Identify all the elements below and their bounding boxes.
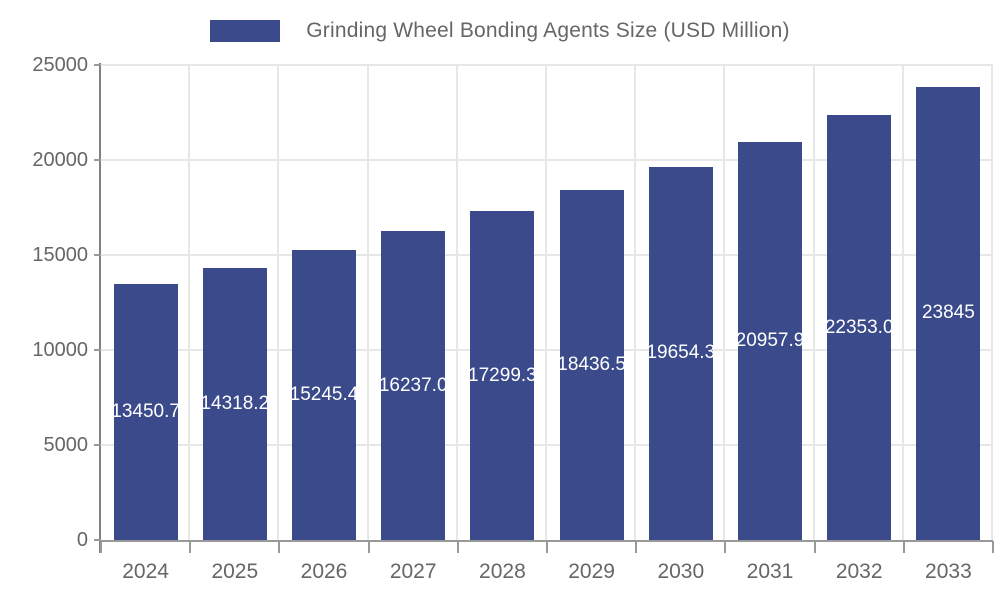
x-tick-label: 2031 (746, 560, 794, 583)
y-tick-label: 15000 (32, 244, 88, 266)
gridline (991, 65, 993, 540)
x-tick-mark (456, 541, 459, 553)
gridline (101, 159, 993, 161)
x-tick-mark (635, 541, 638, 553)
gridline (723, 65, 726, 540)
gridline (101, 444, 993, 446)
bar-value-label: 13450.7 (113, 401, 178, 423)
x-tick-mark (992, 541, 994, 553)
x-tick-label: 2026 (300, 560, 348, 583)
x-tick-mark (813, 541, 816, 553)
y-tick-label: 25000 (32, 54, 88, 76)
x-tick-label: 2025 (211, 560, 259, 583)
gridline (812, 65, 815, 540)
legend-label: Grinding Wheel Bonding Agents Size (USD … (306, 19, 790, 42)
x-tick-label: 2024 (122, 560, 169, 583)
bar[interactable]: 16237.0 (381, 231, 446, 540)
x-tick-label: 2028 (479, 560, 526, 583)
bar[interactable]: 18436.5 (559, 189, 624, 540)
plot-area: 13450.7 14318.2 15245.4 16237.0 17299.3 18436… (99, 63, 993, 553)
gridline (188, 65, 191, 540)
y-axis-line (99, 63, 101, 553)
y-tick-label: 5000 (43, 434, 89, 456)
x-tick-label: 2027 (389, 560, 437, 583)
bar-value-label: 22353.0 (827, 316, 892, 338)
gridline (277, 65, 280, 540)
bar-value-label: 17299.3 (470, 364, 535, 386)
y-tick-mark (94, 349, 101, 351)
bar[interactable]: 13450.7 (113, 284, 178, 540)
x-tick-mark (724, 541, 727, 553)
x-tick-mark (278, 541, 281, 553)
gridline (366, 65, 369, 540)
x-tick-label: 2032 (835, 560, 883, 583)
legend[interactable]: Grinding Wheel Bonding Agents Size (USD … (0, 16, 1000, 46)
bar[interactable]: 15245.4 (292, 250, 356, 540)
y-tick-mark (94, 64, 101, 66)
x-tick-mark (100, 541, 102, 553)
gridline (901, 65, 904, 540)
bar-value-label: 16237.0 (381, 374, 446, 396)
bar[interactable]: 14318.2 (202, 267, 267, 540)
bar[interactable]: 23845 (916, 86, 981, 540)
gridline (455, 65, 458, 540)
gridline (545, 65, 547, 540)
y-tick-label: 10000 (32, 339, 88, 361)
bar[interactable]: 20957.9 (738, 141, 802, 540)
y-tick-mark (94, 254, 101, 256)
bar[interactable]: 17299.3 (470, 211, 535, 540)
gridline (634, 65, 637, 540)
bar-value-label: 19654.3 (648, 342, 713, 364)
y-tick-label: 0 (76, 529, 88, 551)
y-tick-mark (94, 539, 101, 541)
bar[interactable]: 19654.3 (648, 166, 713, 540)
x-tick-mark (902, 541, 905, 553)
x-tick-mark (546, 541, 548, 553)
gridline (101, 64, 993, 66)
y-tick-mark (94, 444, 101, 446)
bar-value-label: 20957.9 (738, 329, 802, 351)
bar-value-label: 15245.4 (292, 384, 356, 406)
y-tick-label: 20000 (32, 149, 88, 171)
x-tick-mark (367, 541, 370, 553)
bar-value-label: 18436.5 (559, 353, 624, 375)
y-tick-mark (94, 159, 101, 161)
legend-swatch-icon (210, 20, 281, 42)
gridline (101, 254, 993, 256)
x-tick-mark (189, 541, 192, 553)
gridline (101, 349, 993, 351)
x-tick-label: 2033 (925, 560, 972, 583)
bar[interactable]: 22353.0 (827, 115, 892, 540)
bar-value-label: 14318.2 (202, 392, 267, 414)
x-tick-label: 2029 (568, 560, 615, 583)
x-tick-label: 2030 (657, 560, 705, 583)
bar-value-label: 23845 (921, 302, 975, 324)
